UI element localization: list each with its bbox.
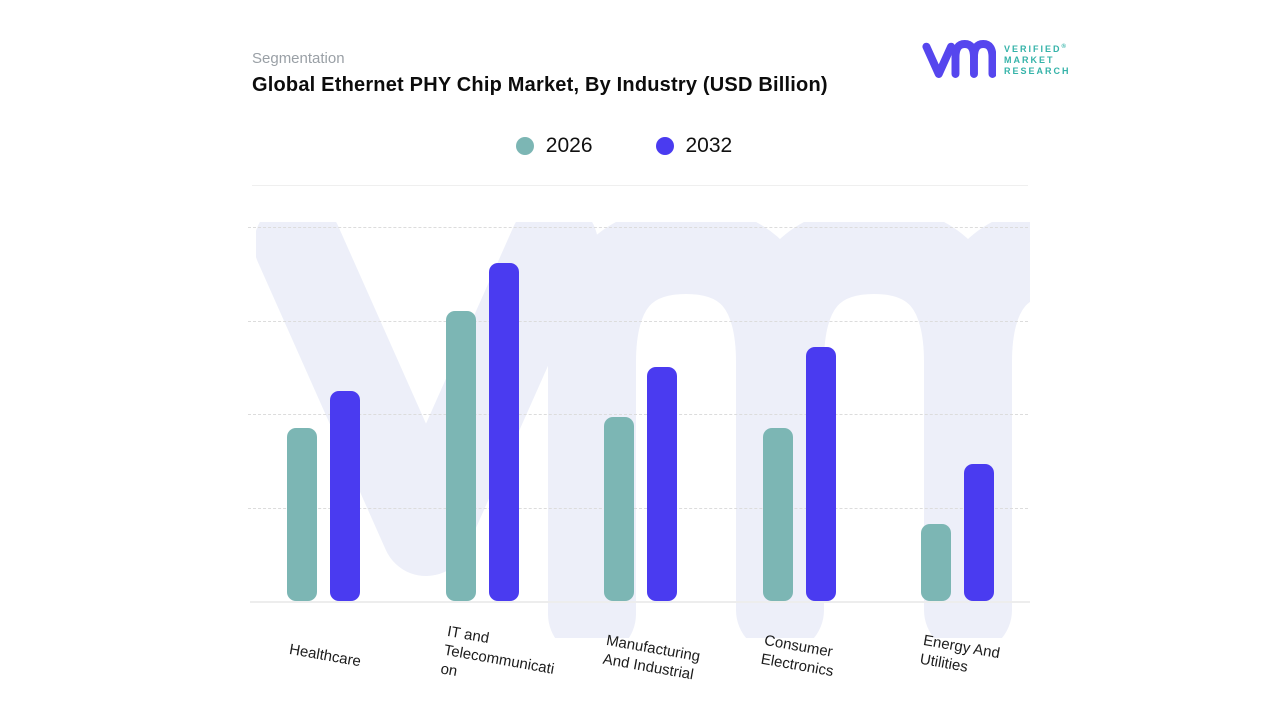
vm-watermark-icon (256, 222, 1030, 638)
legend-label-2026: 2026 (545, 134, 593, 157)
bar-2032-manufacturing-and-industrial (647, 367, 677, 601)
logo-line-market: MARKET (1004, 54, 1055, 65)
gridline (248, 507, 1028, 509)
legend-dot-2032 (655, 137, 674, 155)
gridline (248, 414, 1028, 415)
logo-line-verified: VERIFIED® (1004, 43, 1066, 54)
header-separator (252, 185, 1028, 186)
bar-2032-consumer-electronics (805, 346, 836, 601)
bar-2026-manufacturing-and-industrial (604, 416, 634, 601)
x-axis-label-consumer-electronics: Consumer Electronics (759, 631, 835, 681)
legend: 2026 2032 (236, 134, 1012, 158)
gridline (248, 320, 1028, 322)
x-axis-label-manufacturing-and-industrial: Manufacturing And Industrial (601, 631, 701, 684)
x-axis-label-healthcare: Healthcare (287, 640, 362, 671)
bar-2026-healthcare (287, 428, 317, 601)
bar-2026-energy-and-utilities (921, 524, 951, 601)
x-axis-line (250, 601, 1030, 603)
eyebrow-segmentation: Segmentation (252, 50, 345, 67)
bar-2026-it-and-telecommunication (445, 311, 476, 601)
legend-item-2026: 2026 (515, 134, 593, 158)
vmr-logo: VERIFIED® MARKET RESEARCH (922, 36, 1071, 82)
x-axis-label-energy-and-utilities: Energy And Utilities (918, 631, 1001, 676)
chart-title: Global Ethernet PHY Chip Market, By Indu… (252, 74, 828, 96)
bar-2032-healthcare (330, 390, 360, 601)
legend-dot-2026 (515, 137, 534, 155)
registered-mark: ® (1061, 43, 1066, 50)
logo-text: VERIFIED® MARKET RESEARCH (1004, 42, 1071, 77)
vm-monogram-icon (922, 40, 996, 78)
legend-label-2032: 2032 (685, 134, 733, 157)
gridline (248, 227, 1028, 228)
bar-2026-consumer-electronics (762, 428, 793, 601)
legend-item-2032: 2032 (655, 134, 733, 158)
bar-2032-energy-and-utilities (964, 464, 994, 601)
bar-2032-it-and-telecommunication (488, 262, 519, 601)
logo-line-research: RESEARCH (1004, 65, 1071, 76)
